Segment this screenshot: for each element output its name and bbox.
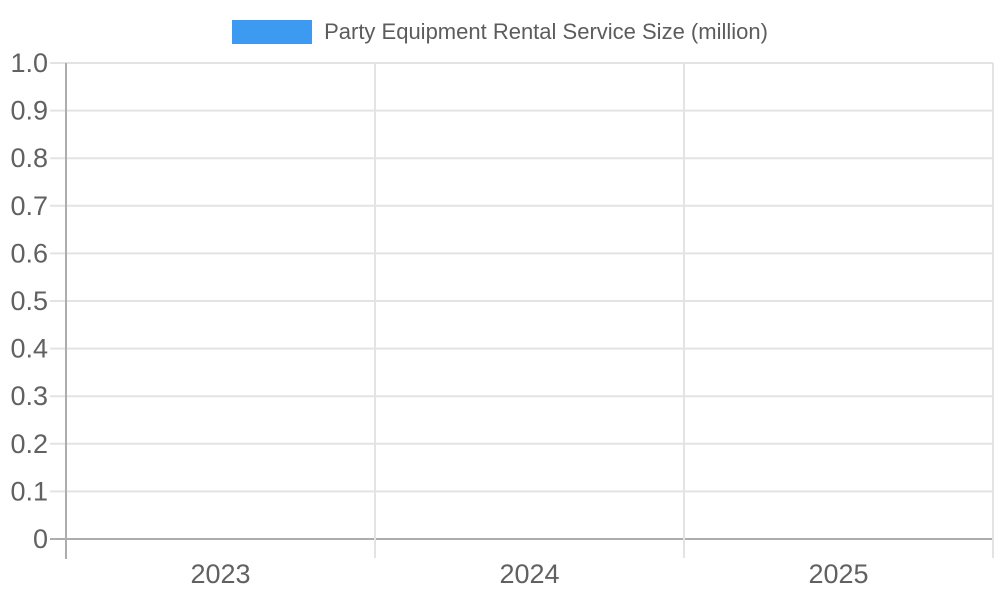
y-tick-label: 0.8 xyxy=(10,143,48,173)
y-tick-label: 0.9 xyxy=(10,96,48,126)
y-tick-label: 0.1 xyxy=(10,476,48,506)
y-tick-label: 0.5 xyxy=(10,286,48,316)
chart-legend-item[interactable]: Party Equipment Rental Service Size (mil… xyxy=(0,19,1000,45)
x-tick-label: 2025 xyxy=(808,559,868,589)
x-tick-label: 2023 xyxy=(190,559,250,589)
x-tick-label: 2024 xyxy=(499,559,559,589)
y-tick-label: 0.3 xyxy=(10,381,48,411)
legend-label: Party Equipment Rental Service Size (mil… xyxy=(324,19,768,44)
y-tick-label: 0.2 xyxy=(10,429,48,459)
legend-swatch xyxy=(232,20,313,44)
y-tick-label: 0.6 xyxy=(10,238,48,268)
y-tick-label: 1.0 xyxy=(10,48,48,78)
y-tick-label: 0 xyxy=(33,524,48,554)
y-tick-label: 0.4 xyxy=(10,334,48,364)
y-tick-label: 0.7 xyxy=(10,191,48,221)
